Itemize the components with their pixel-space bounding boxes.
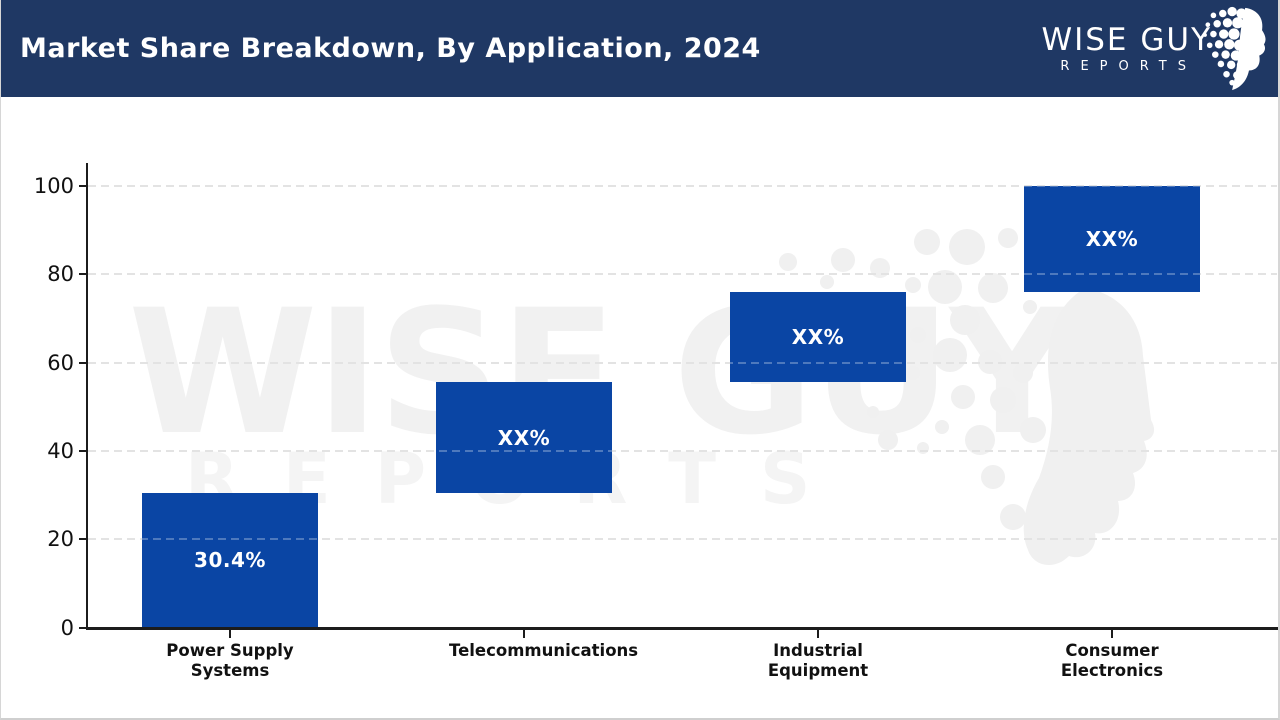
y-tick-mark [79,185,87,187]
wise-guy-reports-logo: WISE GUY REPORTS [1041,6,1270,92]
y-tick-label: 40 [47,438,74,463]
x-tick-mark [523,630,525,638]
y-tick-mark [79,449,87,452]
x-tick-mark [229,630,231,638]
y-tick-label: 80 [47,262,74,287]
bar-segment: XX% [730,292,906,383]
gridline-overlay [88,449,1277,452]
bar-value-label: XX% [1085,227,1139,252]
gridline-overlay [88,361,1277,364]
bar-segment: XX% [436,382,612,494]
y-axis-line [86,163,88,629]
y-tick-mark [79,361,87,364]
y-tick-mark [79,626,87,629]
y-tick-label: 20 [47,527,74,552]
bar-value-label: XX% [497,425,551,450]
x-tick-mark [1111,630,1113,638]
gridline [88,273,1277,276]
bar-value-label: XX% [791,325,845,350]
logo-subtitle: REPORTS [1060,58,1198,74]
gridline [88,185,1277,187]
gridline-overlay [88,185,1277,187]
y-tick-mark [79,273,87,276]
gridline [88,449,1277,452]
category-label: Industrial Equipment [767,641,869,680]
bar-value-label: 30.4% [194,548,266,573]
gridline [88,538,1277,541]
logo-head-icon [1203,6,1266,91]
category-label: Consumer Electronics [1060,641,1164,680]
chart-title: Market Share Breakdown, By Application, … [20,33,761,64]
bar-segment: 30.4% [142,493,318,628]
y-tick-label: 0 [60,615,74,640]
y-tick-label: 100 [33,174,74,198]
y-tick-mark [79,538,87,541]
x-tick-mark [817,630,819,638]
header-bar: Market Share Breakdown, By Application, … [0,0,1280,97]
category-label: Power Supply Systems [166,641,294,680]
x-axis-line [86,627,1278,630]
gridline-overlay [88,538,1277,541]
bar-segment: XX% [1024,186,1200,293]
gridline-overlay [88,273,1277,276]
category-label: Telecommunications [449,641,639,660]
gridline [88,361,1277,364]
logo-wordmark: WISE GUY [1041,22,1212,59]
y-tick-label: 60 [47,350,74,375]
